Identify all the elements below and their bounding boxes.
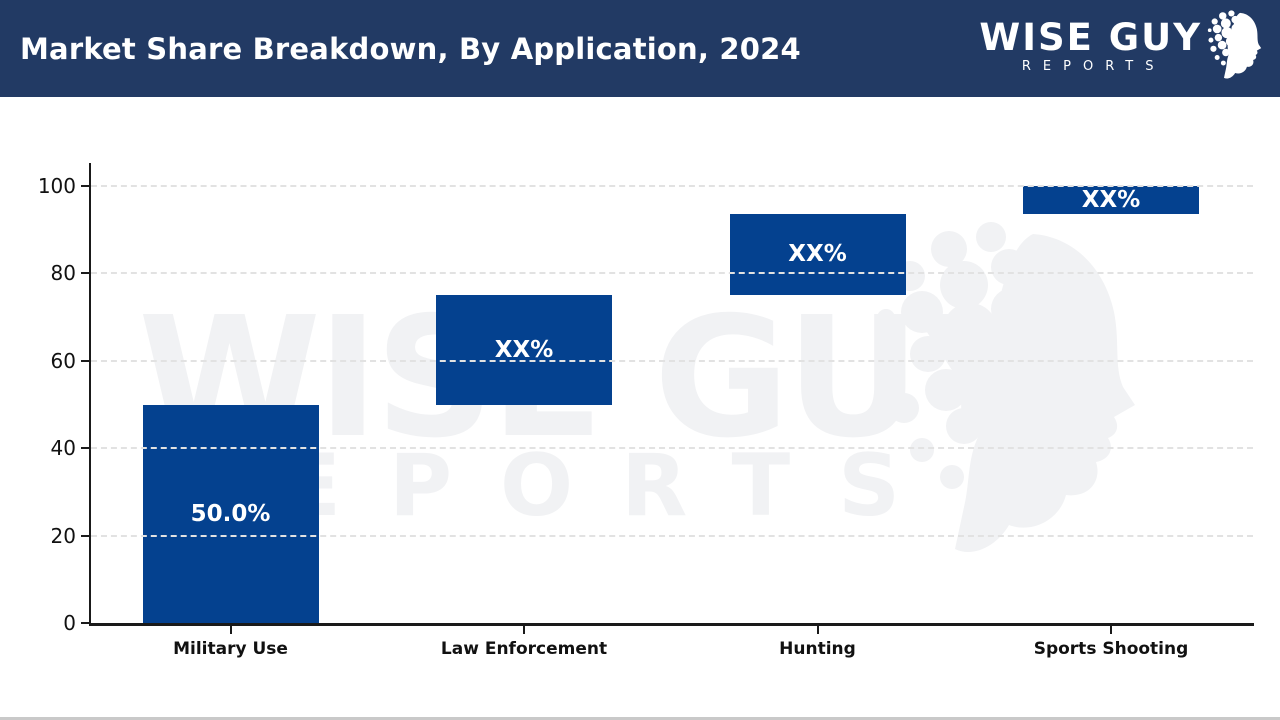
gridline-y-60 <box>91 359 1253 362</box>
gridline-y-100 <box>91 185 1253 187</box>
logo-wordmark: WISE GUY <box>979 15 1202 59</box>
category-label-hunting: Hunting <box>779 639 856 659</box>
x-axis-spine <box>89 623 1254 626</box>
y-tick-mark <box>81 447 89 450</box>
y-tick-label: 80 <box>50 261 76 286</box>
bar-sports-shooting <box>1023 186 1199 214</box>
bar-value-label: XX% <box>788 241 847 268</box>
y-tick-mark <box>81 359 89 362</box>
bar-value-label: 50.0% <box>190 500 271 527</box>
y-tick-label: 100 <box>37 174 76 198</box>
y-tick-mark <box>81 185 89 187</box>
gridline-y-20 <box>91 534 1253 537</box>
y-tick-label: 60 <box>50 348 76 373</box>
page-title: Market Share Breakdown, By Application, … <box>20 31 801 66</box>
head-dots-icon <box>877 222 1135 553</box>
x-tick-mark <box>523 626 525 634</box>
bar-value-label: XX% <box>1081 186 1141 213</box>
bar-value-label: XX% <box>494 336 554 363</box>
gridline-y-40 <box>91 447 1253 450</box>
head-dots-icon <box>1207 10 1262 79</box>
logo-text: WISE GUY REPORTS <box>979 15 1202 75</box>
y-tick-mark <box>81 272 89 275</box>
wise-guy-reports-logo: WISE GUY REPORTS <box>979 6 1268 86</box>
y-tick-label: 0 <box>63 611 76 635</box>
x-tick-mark <box>229 626 232 634</box>
y-tick-label: 40 <box>50 436 76 461</box>
bar-military-use <box>142 404 319 623</box>
x-tick-mark <box>816 626 819 634</box>
x-tick-mark <box>1110 626 1112 634</box>
category-label-law-enforcement: Law Enforcement <box>440 639 608 659</box>
header-bar: Market Share Breakdown, By Application, … <box>0 0 1280 97</box>
y-axis-spine <box>89 163 91 625</box>
y-tick-mark <box>81 622 89 624</box>
bar-law-enforcement <box>436 295 612 405</box>
category-label-sports-shooting: Sports Shooting <box>1033 639 1189 659</box>
category-label-military-use: Military Use <box>173 639 288 659</box>
logo-subtitle: REPORTS <box>1021 59 1166 75</box>
gridline-y-80 <box>91 272 1253 275</box>
bar-hunting <box>729 213 906 296</box>
y-tick-label: 20 <box>50 523 76 548</box>
y-tick-mark <box>81 534 89 537</box>
